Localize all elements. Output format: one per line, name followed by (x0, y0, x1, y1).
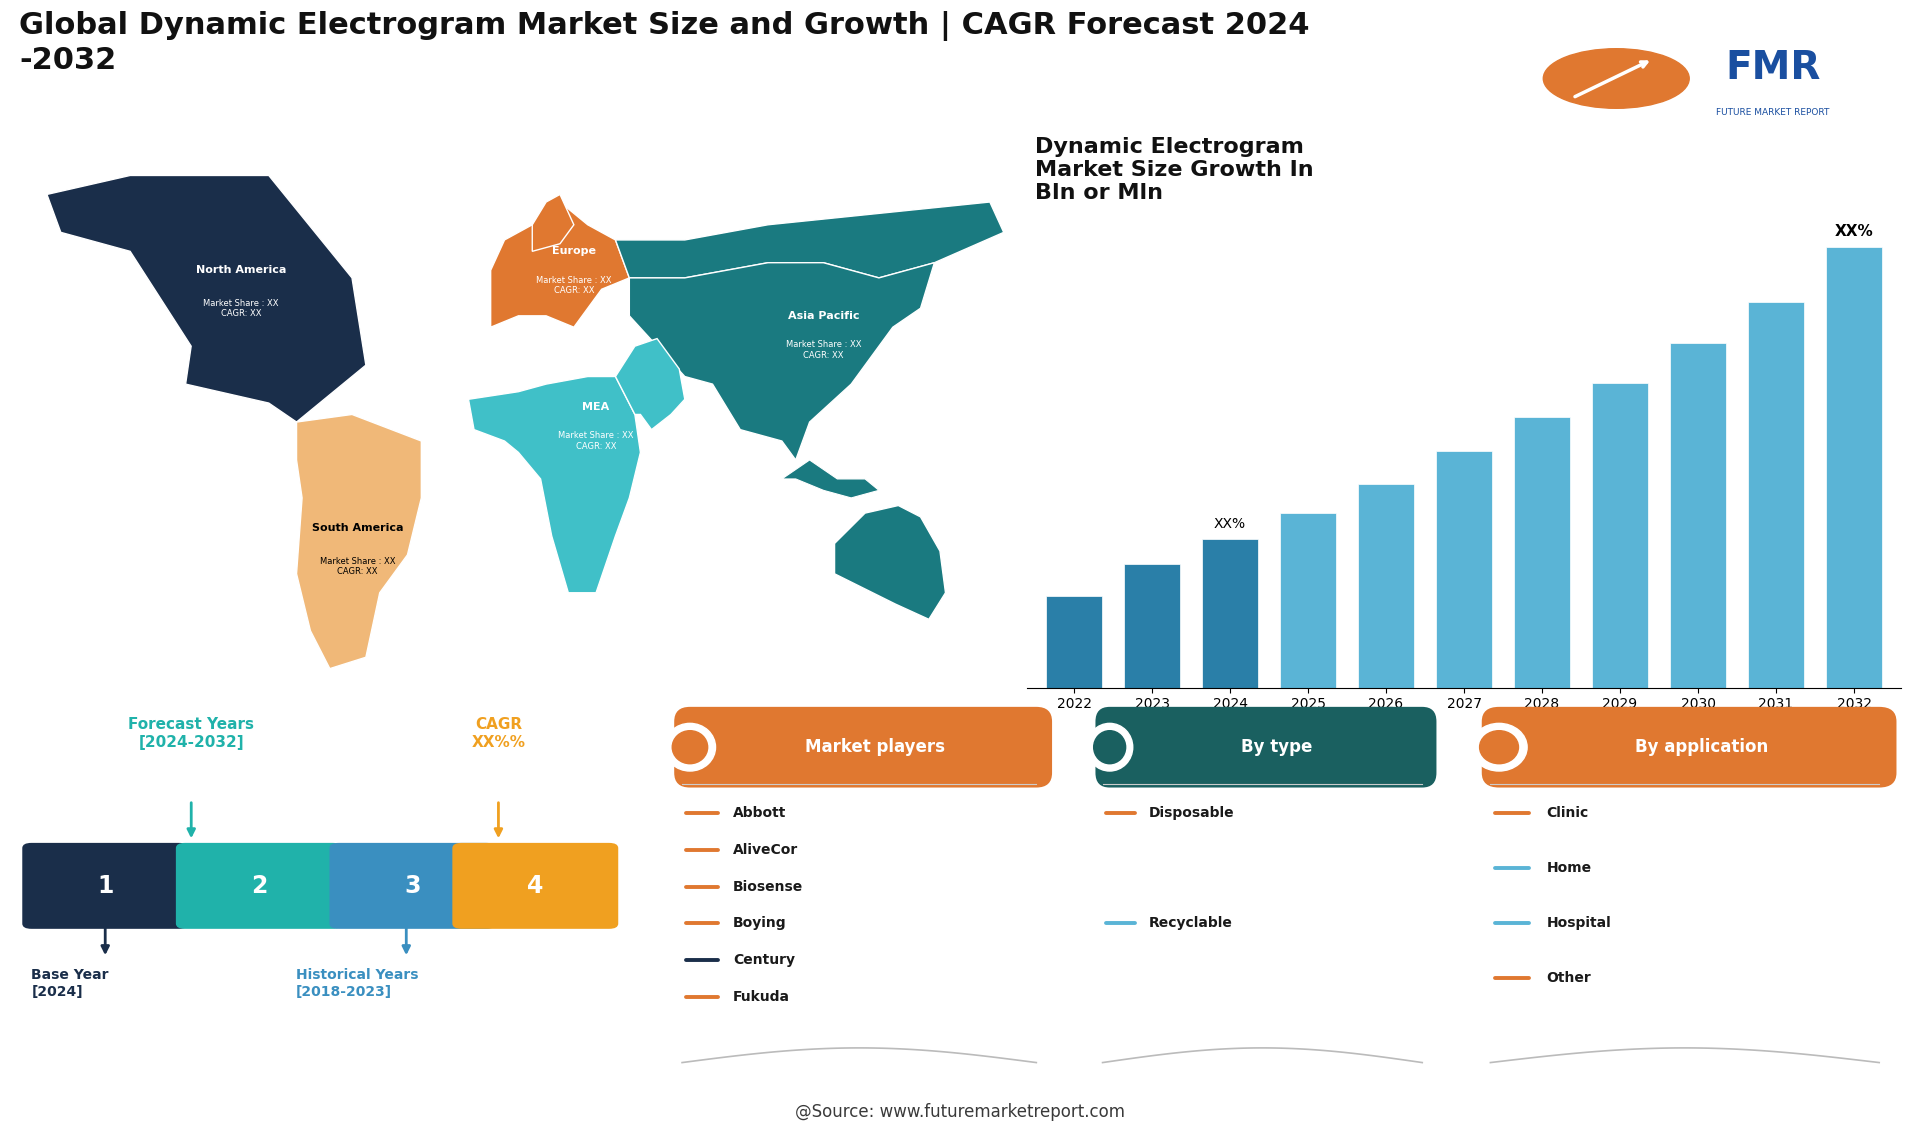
Text: Other: Other (1548, 971, 1592, 986)
Text: Market players: Market players (804, 738, 945, 756)
FancyBboxPatch shape (453, 843, 618, 928)
Text: XX%: XX% (1213, 518, 1246, 532)
Circle shape (1087, 723, 1133, 771)
Circle shape (1480, 731, 1519, 763)
Text: CAGR
XX%%: CAGR XX%% (472, 717, 526, 749)
Text: Forecast Years
[2024-2032]: Forecast Years [2024-2032] (129, 717, 253, 749)
Polygon shape (616, 338, 685, 430)
Text: South America: South America (311, 524, 403, 533)
Polygon shape (46, 175, 367, 422)
Text: Boying: Boying (733, 916, 787, 931)
Text: 2: 2 (252, 874, 267, 897)
Polygon shape (468, 377, 641, 592)
Bar (1670, 344, 1726, 688)
FancyBboxPatch shape (177, 843, 342, 928)
Polygon shape (630, 262, 935, 460)
Circle shape (1094, 731, 1125, 763)
Polygon shape (532, 195, 574, 251)
Bar (1281, 513, 1336, 688)
Text: 4: 4 (528, 874, 543, 897)
Polygon shape (296, 415, 420, 668)
Bar (1826, 246, 1882, 688)
Text: FUTURE MARKET REPORT: FUTURE MARKET REPORT (1716, 108, 1830, 117)
Text: Home: Home (1548, 861, 1592, 876)
Text: Dynamic Electrogram
Market Size Growth In
Bln or Mln: Dynamic Electrogram Market Size Growth I… (1035, 136, 1313, 203)
FancyBboxPatch shape (330, 843, 495, 928)
Text: North America: North America (196, 265, 286, 275)
Text: Market Share : XX
CAGR: XX: Market Share : XX CAGR: XX (204, 299, 278, 317)
Text: Fukuda: Fukuda (733, 989, 791, 1004)
FancyBboxPatch shape (1096, 707, 1436, 787)
Text: Market Share : XX
CAGR: XX: Market Share : XX CAGR: XX (536, 276, 612, 296)
Text: MEA: MEA (582, 402, 611, 411)
Bar (1436, 450, 1492, 688)
Text: 3: 3 (405, 874, 420, 897)
Text: Biosense: Biosense (733, 879, 803, 894)
Polygon shape (781, 460, 879, 497)
Bar (1046, 596, 1102, 688)
Bar (1123, 564, 1181, 688)
Bar (1357, 484, 1413, 688)
Circle shape (1471, 723, 1526, 771)
Polygon shape (835, 505, 945, 619)
Text: Disposable: Disposable (1148, 806, 1235, 821)
Circle shape (672, 731, 708, 763)
FancyBboxPatch shape (1482, 707, 1897, 787)
Text: @Source: www.futuremarketreport.com: @Source: www.futuremarketreport.com (795, 1102, 1125, 1121)
Text: Market Share : XX
CAGR: XX: Market Share : XX CAGR: XX (785, 340, 862, 360)
Text: AliveCor: AliveCor (733, 842, 799, 857)
Text: Global Dynamic Electrogram Market Size and Growth | CAGR Forecast 2024
-2032: Global Dynamic Electrogram Market Size a… (19, 11, 1309, 74)
Bar (1592, 383, 1647, 688)
Text: XX%: XX% (1836, 225, 1874, 240)
Text: Abbott: Abbott (733, 806, 787, 821)
Text: Century: Century (733, 952, 795, 967)
Polygon shape (616, 202, 1004, 277)
Text: Asia Pacific: Asia Pacific (787, 311, 860, 321)
Text: Market Share : XX
CAGR: XX: Market Share : XX CAGR: XX (321, 557, 396, 576)
Bar (1202, 539, 1258, 688)
FancyBboxPatch shape (674, 707, 1052, 787)
Text: 1: 1 (98, 874, 113, 897)
Circle shape (664, 723, 716, 771)
Text: Europe: Europe (551, 246, 595, 257)
Text: Recyclable: Recyclable (1148, 916, 1233, 931)
Text: By application: By application (1636, 738, 1768, 756)
Text: FMR: FMR (1726, 49, 1820, 87)
Text: Hospital: Hospital (1548, 916, 1611, 931)
Text: Base Year
[2024]: Base Year [2024] (31, 968, 109, 998)
Polygon shape (492, 202, 630, 328)
Text: Clinic: Clinic (1548, 806, 1590, 821)
Text: Historical Years
[2018-2023]: Historical Years [2018-2023] (296, 968, 419, 998)
Bar (1747, 301, 1805, 688)
Bar (1513, 417, 1571, 688)
Text: Market Share : XX
CAGR: XX: Market Share : XX CAGR: XX (559, 431, 634, 450)
Circle shape (1544, 48, 1690, 109)
FancyBboxPatch shape (23, 843, 188, 928)
Text: By type: By type (1240, 738, 1311, 756)
